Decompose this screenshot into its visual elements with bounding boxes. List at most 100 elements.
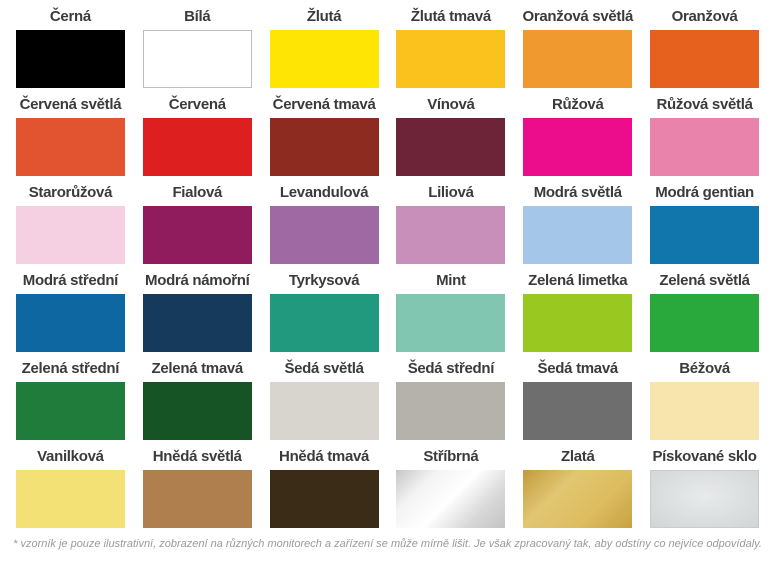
swatch-cell: Žlutá tmavá xyxy=(388,0,515,88)
swatch-label: Modrá námořní xyxy=(145,272,250,289)
swatch-label: Liliová xyxy=(428,184,474,201)
color-swatch xyxy=(396,294,506,352)
swatch-cell: Modrá střední xyxy=(7,264,134,352)
swatch-cell: Modrá gentian xyxy=(641,176,768,264)
color-swatch xyxy=(650,382,760,440)
swatch-label: Mint xyxy=(436,272,466,289)
swatch-label: Červená tmavá xyxy=(272,96,376,113)
swatch-cell: Červená tmavá xyxy=(261,88,388,176)
swatch-label: Bílá xyxy=(184,8,211,25)
swatch-label: Šedá tmavá xyxy=(537,360,619,377)
color-sample-chart: Černá Bílá Žlutá Žlutá tmavá Oranžová světlá… xyxy=(7,0,768,550)
swatch-label: Zlatá xyxy=(560,448,595,465)
swatch-label: Vanilková xyxy=(37,448,104,465)
swatch-label: Oranžová světlá xyxy=(522,8,634,25)
color-swatch xyxy=(15,470,125,528)
swatch-cell: Zlatá xyxy=(514,440,641,528)
color-swatch xyxy=(523,294,633,352)
color-swatch xyxy=(15,382,125,440)
swatch-cell: Starorůžová xyxy=(7,176,134,264)
swatch-cell: Vanilková xyxy=(7,440,134,528)
swatch-label: Modrá střední xyxy=(22,272,119,289)
swatch-label: Fialová xyxy=(172,184,223,201)
color-swatch xyxy=(650,206,760,264)
swatch-cell: Šedá střední xyxy=(388,352,515,440)
color-swatch xyxy=(269,30,379,88)
swatch-cell: Šedá světlá xyxy=(261,352,388,440)
disclaimer-note: * vzorník je pouze ilustrativní, zobraze… xyxy=(13,538,762,550)
swatch-cell: Černá xyxy=(7,0,134,88)
swatch-label: Zelená tmavá xyxy=(151,360,244,377)
color-swatch xyxy=(396,206,506,264)
color-swatch xyxy=(142,294,252,352)
swatch-cell: Zelená střední xyxy=(7,352,134,440)
color-swatch xyxy=(650,30,760,88)
swatch-label: Béžová xyxy=(679,360,730,377)
color-swatch xyxy=(523,470,633,528)
swatch-cell: Zelená světlá xyxy=(641,264,768,352)
swatch-label: Pískované sklo xyxy=(652,448,757,465)
swatch-label: Zelená světlá xyxy=(659,272,750,289)
color-swatch xyxy=(650,294,760,352)
color-swatch xyxy=(396,118,506,176)
swatch-cell: Růžová světlá xyxy=(641,88,768,176)
swatch-cell: Liliová xyxy=(388,176,515,264)
swatch-label: Hnědá světlá xyxy=(152,448,242,465)
swatch-cell: Modrá světlá xyxy=(514,176,641,264)
swatch-label: Červená světlá xyxy=(19,96,122,113)
swatch-label: Červená xyxy=(168,96,226,113)
swatch-cell: Béžová xyxy=(641,352,768,440)
swatch-cell: Hnědá tmavá xyxy=(261,440,388,528)
color-swatch xyxy=(15,118,125,176)
color-swatch xyxy=(650,470,760,528)
swatch-cell: Zelená tmavá xyxy=(134,352,261,440)
swatch-label: Stříbrná xyxy=(423,448,479,465)
color-swatch xyxy=(142,382,252,440)
color-swatch xyxy=(396,382,506,440)
color-swatch xyxy=(269,206,379,264)
color-swatch xyxy=(142,206,252,264)
swatch-cell: Tyrkysová xyxy=(261,264,388,352)
swatch-cell: Mint xyxy=(388,264,515,352)
swatch-cell: Hnědá světlá xyxy=(134,440,261,528)
swatch-cell: Pískované sklo xyxy=(641,440,768,528)
color-swatch xyxy=(396,30,506,88)
color-swatch xyxy=(396,470,506,528)
swatch-label: Zelená střední xyxy=(21,360,120,377)
swatch-cell: Červená světlá xyxy=(7,88,134,176)
color-swatch xyxy=(15,30,125,88)
color-swatch xyxy=(650,118,760,176)
color-swatch xyxy=(269,470,379,528)
swatch-cell: Oranžová světlá xyxy=(514,0,641,88)
swatch-label: Hnědá tmavá xyxy=(279,448,370,465)
color-swatch xyxy=(523,206,633,264)
swatch-label: Modrá světlá xyxy=(533,184,622,201)
color-swatch xyxy=(15,294,125,352)
swatch-label: Zelená limetka xyxy=(528,272,628,289)
swatch-label: Oranžová xyxy=(671,8,738,25)
swatch-cell: Šedá tmavá xyxy=(514,352,641,440)
color-swatch xyxy=(523,30,633,88)
swatch-label: Černá xyxy=(49,8,91,25)
swatch-cell: Žlutá xyxy=(261,0,388,88)
swatch-label: Růžová xyxy=(551,96,604,113)
swatch-cell: Stříbrná xyxy=(388,440,515,528)
swatch-label: Starorůžová xyxy=(28,184,113,201)
swatch-cell: Levandulová xyxy=(261,176,388,264)
color-swatch xyxy=(142,30,252,88)
color-swatch xyxy=(523,118,633,176)
swatch-cell: Vínová xyxy=(388,88,515,176)
color-swatch xyxy=(523,382,633,440)
swatch-cell: Modrá námořní xyxy=(134,264,261,352)
swatch-cell: Fialová xyxy=(134,176,261,264)
swatch-label: Modrá gentian xyxy=(655,184,754,201)
swatch-cell: Červená xyxy=(134,88,261,176)
swatch-cell: Oranžová xyxy=(641,0,768,88)
color-swatch xyxy=(269,118,379,176)
swatch-label: Růžová světlá xyxy=(656,96,753,113)
color-swatch xyxy=(15,206,125,264)
swatch-label: Šedá světlá xyxy=(284,360,364,377)
color-swatch xyxy=(142,118,252,176)
color-swatch xyxy=(269,382,379,440)
color-swatch xyxy=(269,294,379,352)
